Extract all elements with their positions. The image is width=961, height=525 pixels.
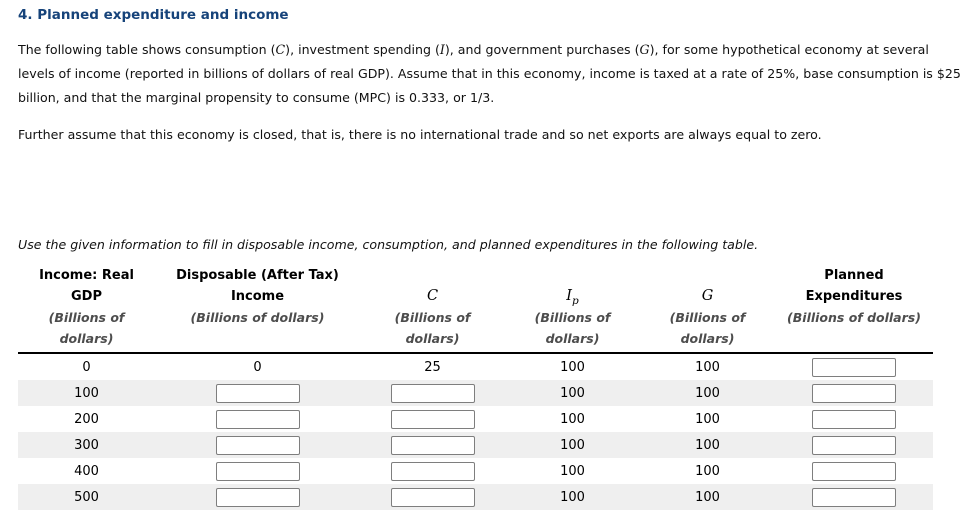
planned-expenditures-input-row-0[interactable] bbox=[812, 357, 896, 377]
planned-investment-cell-row-400: 100 bbox=[505, 458, 640, 484]
planned-investment-value: 100 bbox=[560, 385, 585, 401]
column-header-government-purchases: G (Billions of dollars) bbox=[640, 265, 775, 354]
consumption-input-row-300[interactable] bbox=[390, 435, 475, 455]
government-purchases-cell-row-0: 100 bbox=[640, 353, 775, 380]
table-row-income-100: 100 100 100 bbox=[18, 380, 933, 406]
expenditure-table: Income: Real GDP (Billions of dollars) Dispo… bbox=[18, 265, 933, 510]
government-purchases-cell-row-100: 100 bbox=[640, 380, 775, 406]
government-purchases-value: 100 bbox=[695, 359, 720, 375]
math-symbol: I bbox=[439, 42, 445, 57]
income-real-gdp-cell-row-300: 300 bbox=[18, 432, 155, 458]
intro-paragraph: The following table shows consumption (C… bbox=[18, 42, 961, 105]
disposable-income-input-row-400[interactable] bbox=[215, 461, 300, 481]
disposable-income-cell-row-400 bbox=[155, 458, 360, 484]
table-row-income-500: 500 100 100 bbox=[18, 484, 933, 510]
header-row: Income: Real GDP (Billions of dollars) Dispo… bbox=[18, 265, 933, 354]
government-purchases-cell-row-300: 100 bbox=[640, 432, 775, 458]
planned-expenditures-cell-row-200 bbox=[775, 406, 933, 432]
math-symbol: C bbox=[275, 42, 286, 57]
income-real-gdp-value: 400 bbox=[74, 463, 99, 479]
disposable-income-input-row-100[interactable] bbox=[215, 383, 300, 403]
column-header-planned-expenditures: Planned Expenditures (Billions of dollars) bbox=[775, 265, 933, 354]
consumption-value: 25 bbox=[424, 359, 441, 375]
consumption-input-row-100[interactable] bbox=[390, 383, 475, 403]
planned-investment-cell-row-300: 100 bbox=[505, 432, 640, 458]
planned-investment-value: 100 bbox=[560, 489, 585, 505]
income-real-gdp-cell-row-500: 500 bbox=[18, 484, 155, 510]
planned-expenditures-cell-row-500 bbox=[775, 484, 933, 510]
planned-investment-value: 100 bbox=[560, 411, 585, 427]
planned-expenditures-cell-row-0 bbox=[775, 353, 933, 380]
disposable-income-cell-row-100 bbox=[155, 380, 360, 406]
government-purchases-value: 100 bbox=[695, 489, 720, 505]
table-row-income-0: 0 0 25 100 100 bbox=[18, 353, 933, 380]
government-purchases-value: 100 bbox=[695, 437, 720, 453]
government-purchases-cell-row-200: 100 bbox=[640, 406, 775, 432]
column-header-disposable-income: Disposable (After Tax) Income (Billions of… bbox=[155, 265, 360, 354]
planned-investment-value: 100 bbox=[560, 359, 585, 375]
instruction-text: Use the given information to fill in dis… bbox=[18, 237, 759, 252]
closed-economy-paragraph: Further assume that this economy is clos… bbox=[18, 127, 822, 142]
planned-investment-symbol: Ip bbox=[566, 288, 579, 307]
disposable-income-cell-row-200 bbox=[155, 406, 360, 432]
column-header-income-real-gdp: Income: Real GDP (Billions of dollars) bbox=[18, 265, 155, 354]
income-real-gdp-value: 200 bbox=[74, 411, 99, 427]
government-purchases-cell-row-400: 100 bbox=[640, 458, 775, 484]
income-real-gdp-cell-row-400: 400 bbox=[18, 458, 155, 484]
planned-investment-cell-row-0: 100 bbox=[505, 353, 640, 380]
section-title: 4. Planned expenditure and income bbox=[18, 7, 289, 23]
government-purchases-symbol: G bbox=[701, 288, 714, 304]
consumption-cell-row-400 bbox=[360, 458, 505, 484]
consumption-input-row-500[interactable] bbox=[390, 487, 475, 507]
income-real-gdp-value: 100 bbox=[74, 385, 99, 401]
planned-expenditures-cell-row-100 bbox=[775, 380, 933, 406]
table-row-income-300: 300 100 100 bbox=[18, 432, 933, 458]
disposable-income-cell-row-500 bbox=[155, 484, 360, 510]
consumption-symbol: C bbox=[426, 288, 439, 304]
planned-expenditures-input-row-200[interactable] bbox=[812, 409, 896, 429]
income-real-gdp-value: 0 bbox=[82, 359, 91, 375]
consumption-cell-row-300 bbox=[360, 432, 505, 458]
planned-expenditures-input-row-500[interactable] bbox=[812, 487, 896, 507]
table-row-income-400: 400 100 100 bbox=[18, 458, 933, 484]
planned-expenditures-input-row-400[interactable] bbox=[812, 461, 896, 481]
column-header-planned-investment: Ip (Billions of dollars) bbox=[505, 265, 640, 354]
planned-investment-cell-row-100: 100 bbox=[505, 380, 640, 406]
disposable-income-input-row-200[interactable] bbox=[215, 409, 300, 429]
column-header-consumption: C (Billions of dollars) bbox=[360, 265, 505, 354]
table-header: Income: Real GDP (Billions of dollars) Dispo… bbox=[18, 265, 933, 354]
disposable-income-cell-row-0: 0 bbox=[155, 353, 360, 380]
table-row-income-200: 200 100 100 bbox=[18, 406, 933, 432]
consumption-cell-row-200 bbox=[360, 406, 505, 432]
government-purchases-cell-row-500: 100 bbox=[640, 484, 775, 510]
disposable-income-value: 0 bbox=[253, 359, 262, 375]
planned-investment-cell-row-500: 100 bbox=[505, 484, 640, 510]
consumption-cell-row-500 bbox=[360, 484, 505, 510]
income-real-gdp-value: 300 bbox=[74, 437, 99, 453]
disposable-income-cell-row-300 bbox=[155, 432, 360, 458]
planned-investment-cell-row-200: 100 bbox=[505, 406, 640, 432]
math-symbol: G bbox=[639, 42, 650, 57]
disposable-income-input-row-300[interactable] bbox=[215, 435, 300, 455]
government-purchases-value: 100 bbox=[695, 463, 720, 479]
income-real-gdp-value: 500 bbox=[74, 489, 99, 505]
consumption-input-row-400[interactable] bbox=[390, 461, 475, 481]
planned-expenditures-cell-row-400 bbox=[775, 458, 933, 484]
income-real-gdp-cell-row-100: 100 bbox=[18, 380, 155, 406]
income-real-gdp-cell-row-0: 0 bbox=[18, 353, 155, 380]
consumption-cell-row-100 bbox=[360, 380, 505, 406]
government-purchases-value: 100 bbox=[695, 411, 720, 427]
consumption-cell-row-0: 25 bbox=[360, 353, 505, 380]
planned-expenditures-cell-row-300 bbox=[775, 432, 933, 458]
income-real-gdp-cell-row-200: 200 bbox=[18, 406, 155, 432]
planned-expenditures-input-row-100[interactable] bbox=[812, 383, 896, 403]
planned-investment-value: 100 bbox=[560, 463, 585, 479]
consumption-input-row-200[interactable] bbox=[390, 409, 475, 429]
government-purchases-value: 100 bbox=[695, 385, 720, 401]
disposable-income-input-row-500[interactable] bbox=[215, 487, 300, 507]
planned-expenditures-input-row-300[interactable] bbox=[812, 435, 896, 455]
planned-investment-value: 100 bbox=[560, 437, 585, 453]
table-body: 0 0 25 100 100 100 100 100 200 100 100 300 100 100 400… bbox=[18, 353, 933, 510]
